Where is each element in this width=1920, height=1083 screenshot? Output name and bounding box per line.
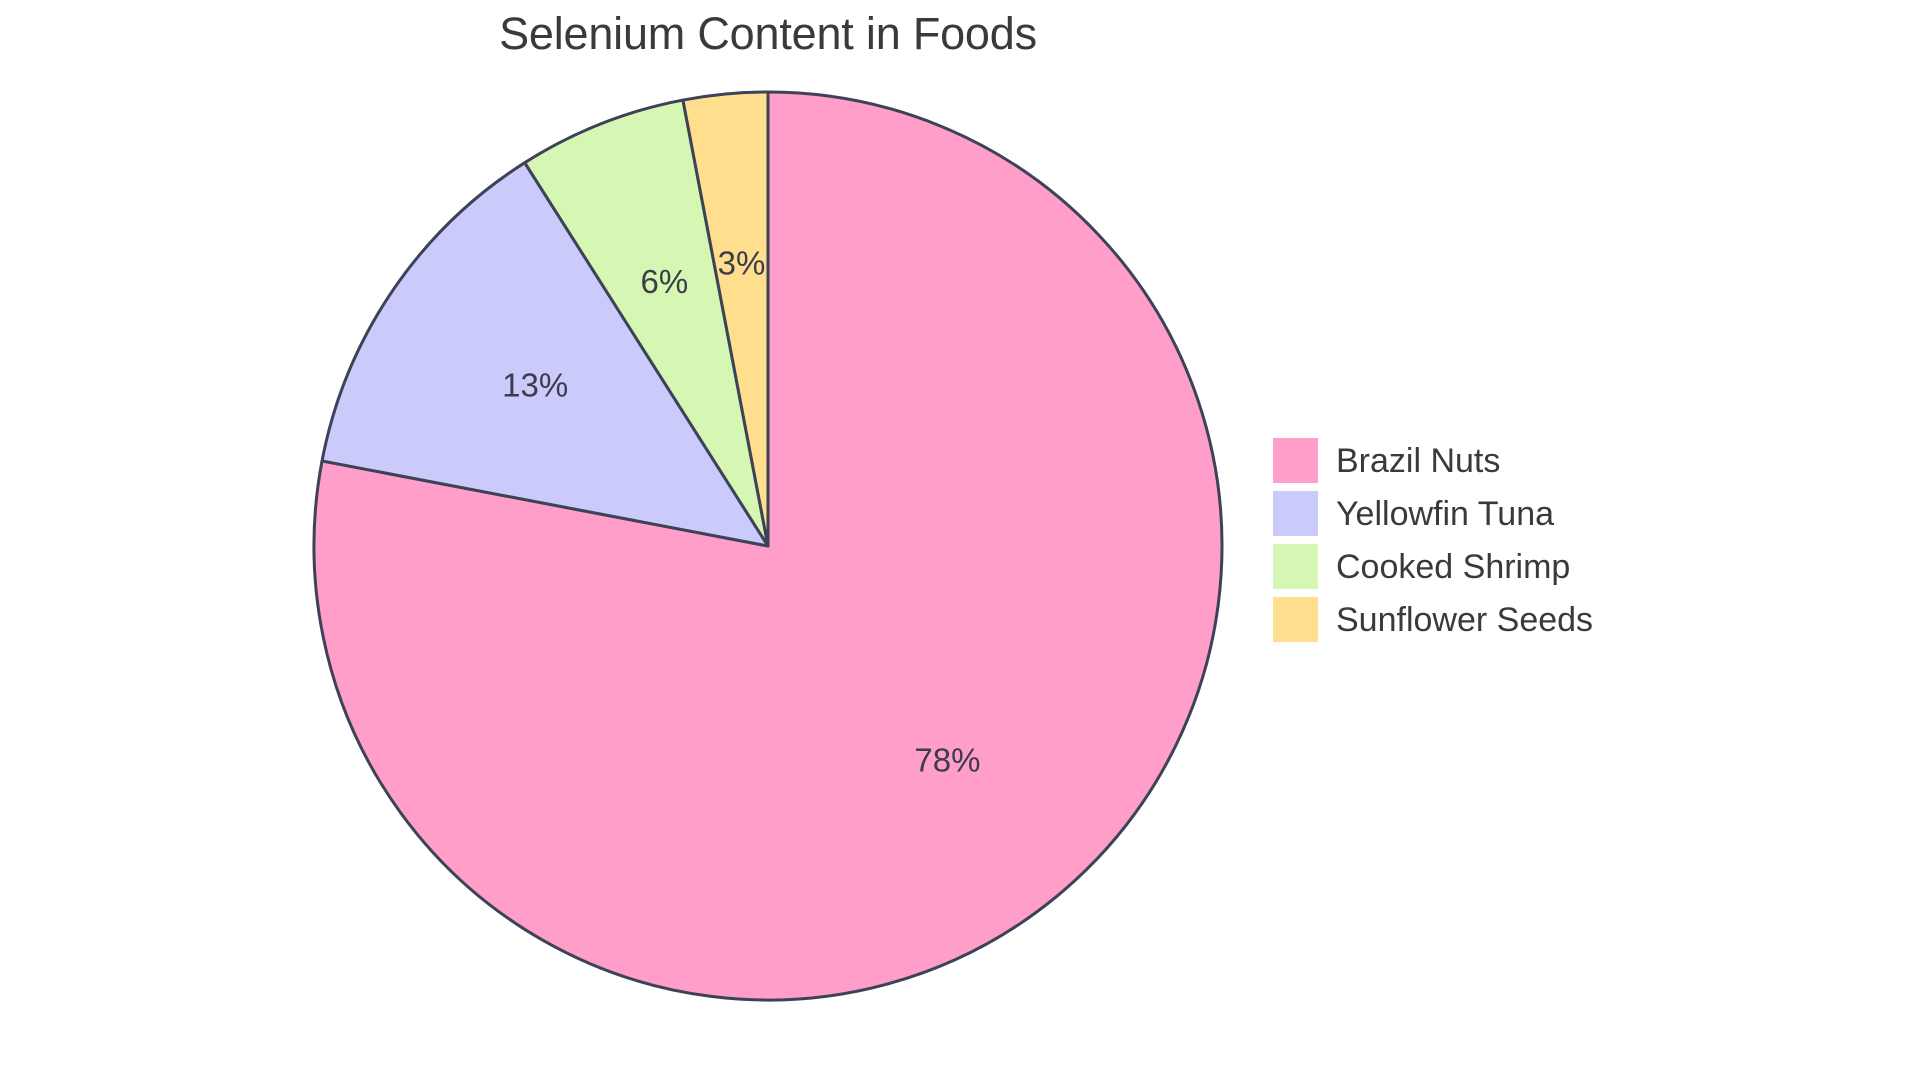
legend-color-swatch (1273, 544, 1318, 589)
legend-item[interactable]: Brazil Nuts (1273, 438, 1593, 483)
pie-slice[interactable] (523, 98, 770, 548)
legend-item-label: Brazil Nuts (1336, 441, 1501, 480)
pie-slice[interactable] (681, 90, 770, 548)
pie-slice[interactable] (312, 90, 1224, 1002)
legend-item[interactable]: Cooked Shrimp (1273, 544, 1593, 589)
legend-color-swatch (1273, 491, 1318, 536)
chart-legend: Brazil Nuts Yellowfin Tuna Cooked Shrimp Su… (1273, 438, 1593, 642)
legend-item-label: Yellowfin Tuna (1336, 494, 1555, 533)
pie-slice-labels-group: 78% 13% 6% 3% (502, 244, 980, 778)
legend-color-swatch (1273, 438, 1318, 483)
legend-item[interactable]: Sunflower Seeds (1273, 597, 1593, 642)
legend-item-label: Cooked Shrimp (1336, 547, 1571, 586)
legend-item[interactable]: Yellowfin Tuna (1273, 491, 1593, 536)
pie-slice-percentage-label: 6% (641, 263, 689, 300)
pie-slice-percentage-label: 13% (502, 366, 568, 403)
page-title: Selenium Content in Foods (499, 8, 1037, 59)
legend-color-swatch (1273, 597, 1318, 642)
pie-chart-canvas: 78% 13% 6% 3% (312, 90, 1224, 1002)
pie-slices-group (312, 90, 1224, 1002)
legend-item-label: Sunflower Seeds (1336, 600, 1594, 639)
pie-slice-percentage-label: 3% (718, 244, 766, 281)
pie-slice-percentage-label: 78% (914, 742, 980, 779)
pie-slice[interactable] (320, 161, 770, 548)
